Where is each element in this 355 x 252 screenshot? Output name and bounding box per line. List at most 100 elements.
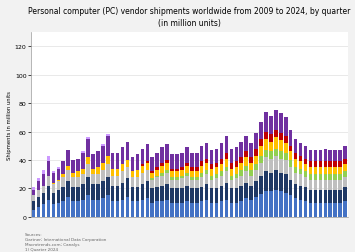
Bar — [304, 172, 307, 177]
Bar — [155, 167, 159, 170]
Bar — [175, 189, 179, 203]
Bar — [328, 150, 332, 162]
Bar — [309, 180, 312, 190]
Bar — [146, 170, 149, 181]
Bar — [309, 190, 312, 203]
Bar — [146, 199, 149, 217]
Bar — [314, 162, 317, 167]
Bar — [155, 170, 159, 176]
Bar — [259, 156, 263, 163]
Bar — [249, 200, 253, 217]
Bar — [175, 177, 179, 180]
Bar — [111, 169, 115, 176]
Bar — [37, 179, 40, 181]
Bar — [76, 177, 80, 187]
Bar — [165, 170, 169, 173]
Bar — [66, 170, 70, 181]
Bar — [249, 186, 253, 200]
Bar — [333, 203, 337, 217]
Y-axis label: Shipments in million units: Shipments in million units — [7, 91, 12, 160]
Bar — [284, 174, 288, 193]
Bar — [220, 159, 223, 165]
Bar — [220, 143, 223, 159]
Bar — [126, 167, 129, 179]
Bar — [47, 176, 50, 186]
Bar — [249, 170, 253, 176]
Bar — [328, 203, 332, 217]
Bar — [96, 167, 100, 174]
Bar — [249, 143, 253, 158]
Bar — [141, 173, 144, 184]
Bar — [37, 197, 40, 207]
Bar — [240, 163, 243, 170]
Bar — [205, 200, 208, 217]
Bar — [155, 177, 159, 187]
Bar — [175, 172, 179, 177]
Bar — [106, 156, 110, 165]
Bar — [254, 165, 258, 170]
Bar — [101, 170, 105, 181]
Bar — [91, 184, 95, 200]
Bar — [338, 203, 342, 217]
Bar — [170, 203, 174, 217]
Bar — [284, 118, 288, 136]
Bar — [101, 163, 105, 170]
Bar — [37, 181, 40, 190]
Bar — [245, 158, 248, 166]
Bar — [240, 186, 243, 201]
Bar — [240, 201, 243, 217]
Bar — [51, 173, 55, 183]
Bar — [338, 190, 342, 203]
Bar — [180, 176, 184, 179]
Bar — [328, 190, 332, 203]
Bar — [225, 183, 228, 200]
Bar — [299, 200, 302, 217]
Bar — [200, 166, 203, 173]
Bar — [299, 143, 302, 156]
Bar — [328, 162, 332, 167]
Bar — [230, 180, 233, 189]
Bar — [289, 180, 293, 196]
Bar — [225, 153, 228, 159]
Bar — [165, 200, 169, 217]
Bar — [333, 190, 337, 203]
Bar — [264, 158, 268, 172]
Bar — [240, 176, 243, 186]
Bar — [254, 134, 258, 149]
Bar — [333, 167, 337, 174]
Bar — [254, 156, 258, 165]
Bar — [318, 162, 322, 167]
Bar — [318, 203, 322, 217]
Bar — [304, 187, 307, 201]
Bar — [323, 203, 327, 217]
Bar — [111, 186, 115, 201]
Bar — [185, 173, 189, 176]
Bar — [136, 155, 139, 170]
Bar — [269, 152, 273, 159]
Bar — [294, 167, 297, 173]
Bar — [299, 186, 302, 200]
Bar — [195, 153, 198, 167]
Bar — [121, 172, 124, 183]
Bar — [338, 174, 342, 180]
Bar — [314, 190, 317, 203]
Bar — [81, 169, 85, 174]
Bar — [274, 111, 278, 131]
Bar — [284, 143, 288, 153]
Bar — [155, 176, 159, 177]
Bar — [309, 167, 312, 174]
Bar — [37, 190, 40, 197]
Bar — [220, 165, 223, 172]
Bar — [81, 174, 85, 184]
Bar — [205, 170, 208, 174]
Bar — [47, 162, 50, 176]
Bar — [284, 153, 288, 160]
Bar — [175, 155, 179, 169]
Bar — [56, 169, 60, 180]
Bar — [56, 190, 60, 203]
Bar — [151, 158, 154, 172]
Bar — [155, 187, 159, 201]
Bar — [289, 160, 293, 167]
Bar — [304, 201, 307, 217]
Bar — [56, 167, 60, 169]
